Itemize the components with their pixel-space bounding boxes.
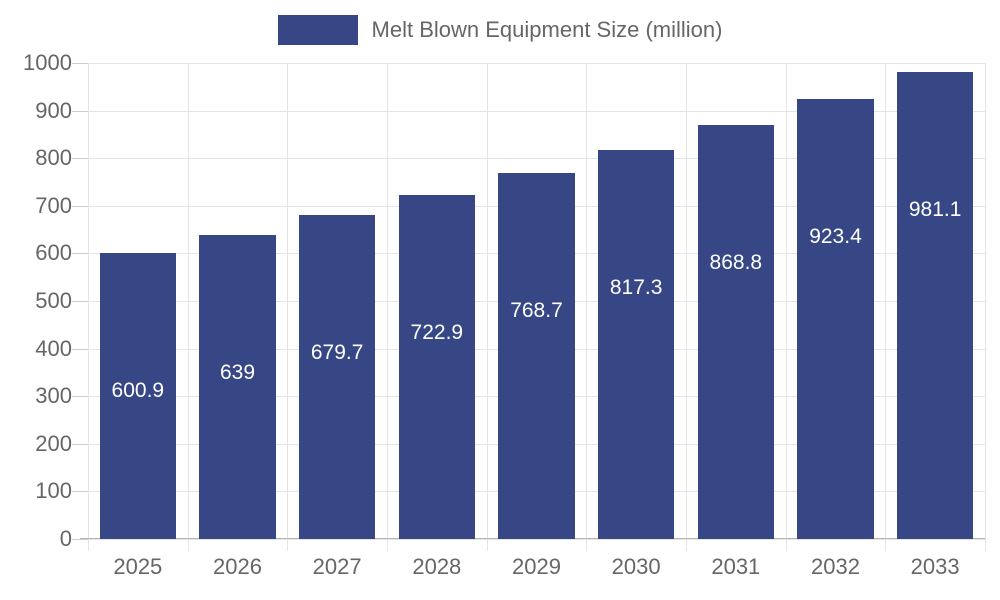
y-axis-tick-mark: [72, 205, 88, 207]
y-axis-tick-mark: [72, 301, 88, 302]
bar-value-label: 679.7: [310, 341, 364, 365]
gridline-vertical: [586, 63, 588, 551]
bar[interactable]: [99, 252, 176, 539]
gridline-vertical: [985, 63, 986, 551]
y-axis-tick-label: 800: [35, 145, 72, 171]
bar-value-label: 817.3: [609, 275, 663, 299]
bar[interactable]: [797, 99, 874, 539]
y-axis-tick-label: 400: [35, 335, 72, 361]
bar[interactable]: [398, 194, 475, 539]
bar-group[interactable]: 981.1: [897, 63, 974, 539]
x-axis-tick-label: 2026: [213, 554, 262, 579]
x-axis-tick-label: 2031: [711, 554, 761, 579]
legend-color-swatch-icon: [277, 15, 358, 45]
bar-value-label: 981.1: [908, 198, 962, 221]
y-axis-tick-label: 0: [59, 526, 72, 551]
bar[interactable]: [897, 72, 974, 539]
bar-value-label: 868.8: [709, 251, 763, 275]
bar-value-label: 923.4: [809, 225, 862, 249]
bar-group[interactable]: 600.9: [99, 63, 176, 539]
x-axis-tick-label: 2029: [512, 554, 561, 579]
bar[interactable]: [697, 125, 774, 539]
y-axis-tick-label: 1000: [23, 50, 72, 75]
bar-value-label: 722.9: [410, 320, 464, 344]
gridline-vertical: [885, 63, 887, 551]
gridline-vertical: [387, 63, 388, 551]
gridline-vertical: [187, 63, 189, 551]
bar-series: 600.9 639 679.7 722.9 768.7 817.3 868.8 923.4 98…: [88, 63, 985, 539]
gridline-horizontal: [88, 539, 985, 540]
x-axis-tick-label: 2033: [910, 554, 960, 579]
bar-value-label: 768.7: [510, 299, 563, 323]
y-axis-tick-label: 600: [35, 240, 72, 266]
x-axis-tick-label: 2025: [113, 554, 163, 579]
y-axis-tick-label: 700: [35, 192, 72, 218]
y-axis-tick-mark: [72, 539, 88, 540]
y-axis-tick-label: 100: [35, 478, 72, 504]
y-axis-tick-label: 200: [35, 430, 72, 456]
plot-area: 600.9 639 679.7 722.9 768.7 817.3 868.8 923.4 98…: [80, 63, 986, 551]
y-axis-tick-mark: [72, 158, 88, 160]
x-axis-tick-label: 2032: [811, 554, 860, 579]
y-axis-tick-mark: [72, 396, 88, 398]
gridline-vertical: [686, 63, 687, 551]
gridline-vertical: [785, 63, 787, 551]
x-axis-tick-label: 2027: [312, 554, 362, 579]
bar-value-label: 639: [219, 360, 256, 384]
bar-group[interactable]: 868.8: [697, 63, 774, 539]
legend-item-melt-blown-equipment-size[interactable]: Melt Blown Equipment Size (million): [277, 15, 723, 45]
x-axis-tick-label: 2028: [412, 554, 462, 579]
bar-group[interactable]: 679.7: [299, 63, 376, 539]
bar-group[interactable]: 817.3: [598, 63, 675, 539]
gridline-vertical: [287, 63, 289, 551]
y-axis-tick-mark: [72, 110, 88, 112]
x-axis-tick-label: 2030: [611, 554, 661, 579]
gridline-vertical: [486, 63, 488, 551]
y-axis-tick-label: 500: [35, 288, 72, 313]
y-axis-tick-mark: [72, 348, 88, 350]
bar[interactable]: [199, 234, 276, 539]
bar-group[interactable]: 768.7: [498, 63, 575, 539]
bar-group[interactable]: 639: [199, 63, 276, 539]
bar-group[interactable]: 923.4: [797, 63, 874, 539]
y-axis: 0 100 200 300 400 500 600 700 800 900 1000: [0, 0, 72, 600]
gridline-horizontal: [88, 110, 985, 112]
bar[interactable]: [498, 173, 575, 539]
y-axis-tick-mark: [72, 253, 88, 255]
y-axis-tick-mark: [72, 63, 88, 64]
y-axis-tick-label: 300: [35, 383, 72, 409]
bar[interactable]: [598, 149, 675, 539]
chart-legend: Melt Blown Equipment Size (million): [0, 12, 1000, 48]
gridline-horizontal: [88, 63, 985, 64]
gridline-vertical: [88, 63, 89, 551]
legend-label: Melt Blown Equipment Size (million): [371, 17, 723, 42]
bar[interactable]: [299, 215, 376, 539]
y-axis-tick-label: 900: [35, 97, 72, 123]
gridline-horizontal: [88, 158, 985, 160]
bar-value-label: 600.9: [111, 378, 165, 402]
y-axis-tick-mark: [72, 443, 88, 445]
bar-group[interactable]: 722.9: [398, 63, 475, 539]
y-axis-tick-mark: [72, 491, 88, 493]
